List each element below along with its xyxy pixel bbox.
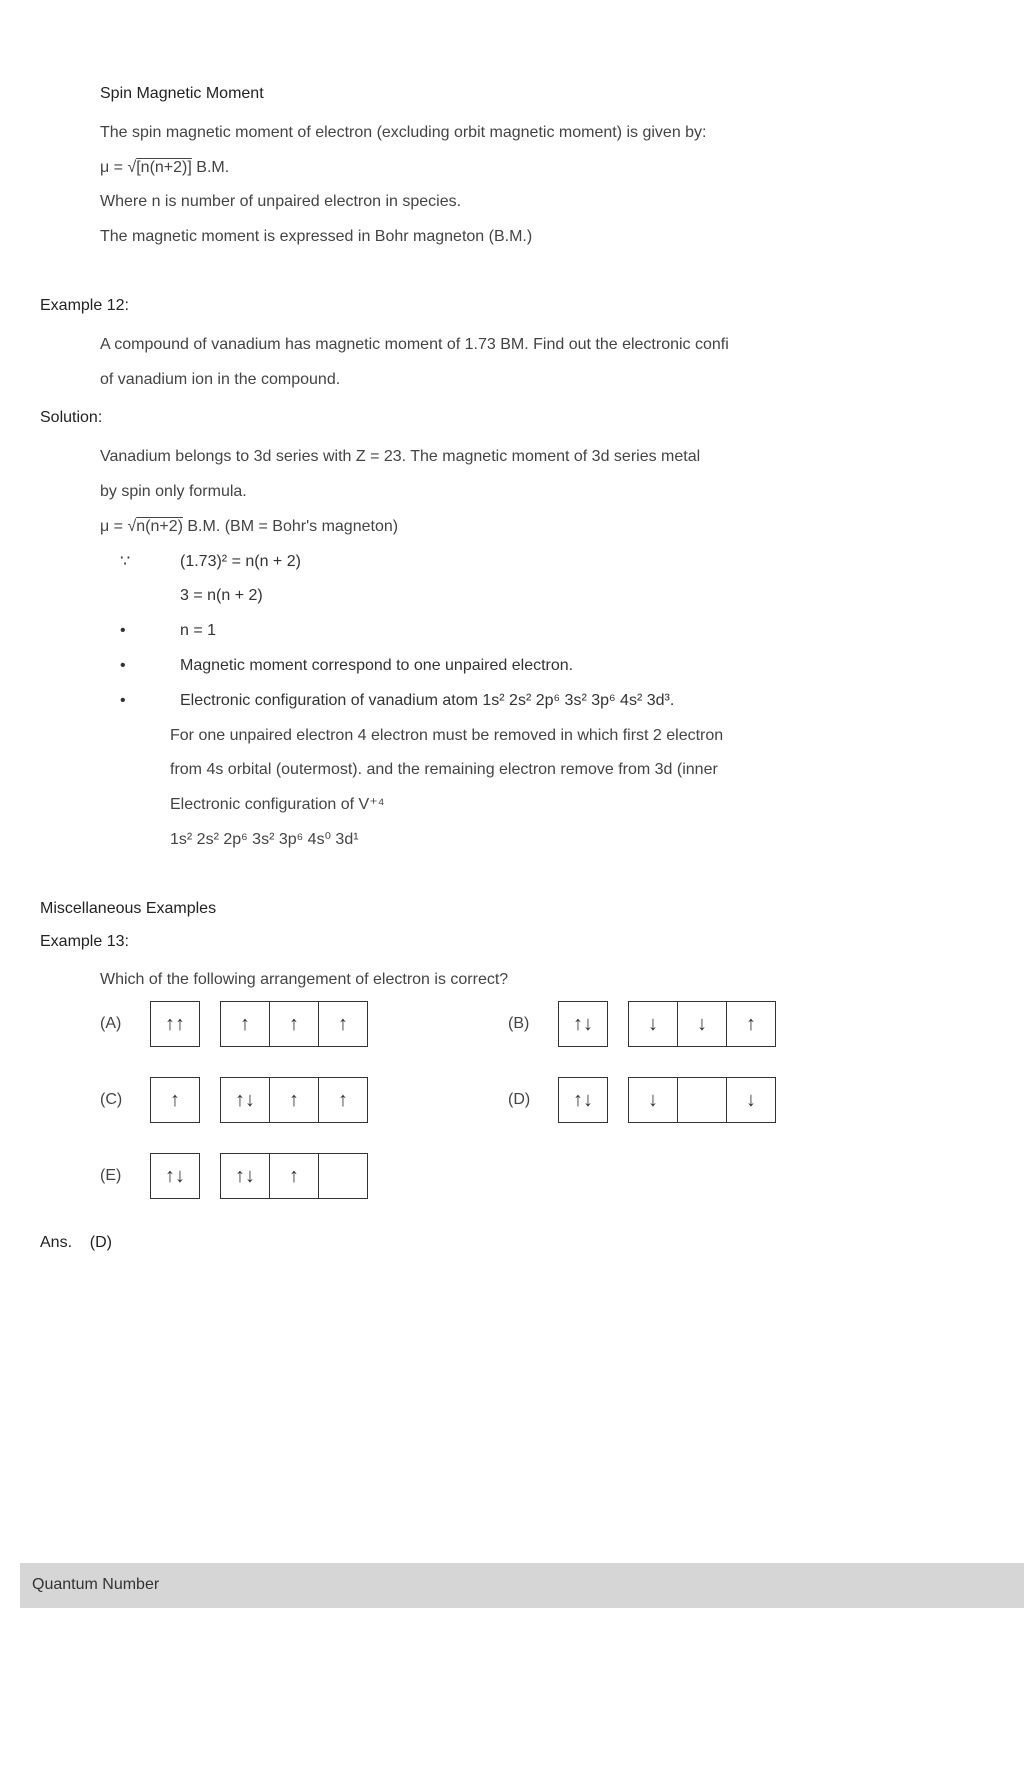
calc2: 3 = n(n + 2) xyxy=(180,582,1024,611)
misc-heading: Miscellaneous Examples xyxy=(40,895,1024,924)
example12-continuation: For one unpaired electron 4 electron mus… xyxy=(170,722,1024,855)
because-marker: ∵ xyxy=(100,548,180,577)
cell: ↓ xyxy=(678,1001,727,1047)
option-e-box1: ↑↓ xyxy=(150,1153,200,1199)
spin-intro: The spin magnetic moment of electron (ex… xyxy=(100,119,1024,148)
cell: ↓ xyxy=(628,1077,678,1123)
bullet2: Magnetic moment correspond to one unpair… xyxy=(180,652,1024,681)
ans-label: Ans. xyxy=(40,1234,72,1251)
option-c-box1: ↑ xyxy=(150,1077,200,1123)
spin-expressed: The magnetic moment is expressed in Bohr… xyxy=(100,223,1024,252)
footer-bar: Quantum Number xyxy=(20,1563,1024,1608)
example12-solution: Vanadium belongs to 3d series with Z = 2… xyxy=(100,443,1024,715)
example13-label: Example 13: xyxy=(40,928,1024,957)
spin-title: Spin Magnetic Moment xyxy=(100,80,1024,109)
option-d-box2: ↓ ↓ xyxy=(628,1077,776,1123)
option-c-label: (C) xyxy=(100,1086,130,1115)
calc1: (1.73)² = n(n + 2) xyxy=(180,548,1024,577)
option-a: (A) ↑↑ ↑ ↑ ↑ xyxy=(100,1001,368,1047)
cell: ↑ xyxy=(270,1001,319,1047)
option-row-1: (A) ↑↑ ↑ ↑ ↑ (B) ↑↓ ↓ ↓ ↑ xyxy=(100,1001,1024,1047)
option-b: (B) ↑↓ ↓ ↓ ↑ xyxy=(508,1001,776,1047)
footer-text: Quantum Number xyxy=(32,1576,159,1593)
bullet-row-2: • Magnetic moment correspond to one unpa… xyxy=(100,652,1024,681)
option-b-box2: ↓ ↓ ↑ xyxy=(628,1001,776,1047)
page: Spin Magnetic Moment The spin magnetic m… xyxy=(0,0,1024,1788)
cell: ↑ xyxy=(270,1153,319,1199)
option-b-box1: ↑↓ xyxy=(558,1001,608,1047)
cell: ↓ xyxy=(727,1077,776,1123)
formula-prefix: μ = xyxy=(100,159,127,176)
cont2: from 4s orbital (outermost). and the rem… xyxy=(170,756,1024,785)
sol-formula: μ = √n(n+2) B.M. (BM = Bohr's magneton) xyxy=(100,513,1024,542)
bullet-marker-2: • xyxy=(100,652,180,681)
cell: ↓ xyxy=(628,1001,678,1047)
cont1: For one unpaired electron 4 electron mus… xyxy=(170,722,1024,751)
option-c: (C) ↑ ↑↓ ↑ ↑ xyxy=(100,1077,368,1123)
spin-section: Spin Magnetic Moment The spin magnetic m… xyxy=(100,80,1024,252)
cell xyxy=(678,1077,727,1123)
ex12-q1: A compound of vanadium has magnetic mome… xyxy=(100,331,1024,360)
formula-radicand: [n(n+2)] xyxy=(136,159,192,176)
option-row-3: (E) ↑↓ ↑↓ ↑ xyxy=(100,1153,1024,1199)
bullet-row-1: • n = 1 xyxy=(100,617,1024,646)
bullet-marker-1: • xyxy=(100,617,180,646)
cell: ↑ xyxy=(727,1001,776,1047)
option-d-label: (D) xyxy=(508,1086,538,1115)
bullet1: n = 1 xyxy=(180,617,1024,646)
bullet-row-3: • Electronic configuration of vanadium a… xyxy=(100,687,1024,716)
calc-row-2: 3 = n(n + 2) xyxy=(100,582,1024,611)
calc-row-1: ∵ (1.73)² = n(n + 2) xyxy=(100,548,1024,577)
bullet3: Electronic configuration of vanadium ato… xyxy=(180,687,1024,716)
ans-value: (D) xyxy=(90,1234,112,1251)
bullet-marker-3: • xyxy=(100,687,180,716)
option-d: (D) ↑↓ ↓ ↓ xyxy=(508,1077,776,1123)
sol-formula-suffix: B.M. (BM = Bohr's magneton) xyxy=(183,518,398,535)
option-d-box1: ↑↓ xyxy=(558,1077,608,1123)
option-row-2: (C) ↑ ↑↓ ↑ ↑ (D) ↑↓ ↓ ↓ xyxy=(100,1077,1024,1123)
option-c-box2: ↑↓ ↑ ↑ xyxy=(220,1077,368,1123)
spin-where: Where n is number of unpaired electron i… xyxy=(100,188,1024,217)
solution-label: Solution: xyxy=(40,404,1024,433)
spin-formula: μ = √[n(n+2)] B.M. xyxy=(100,154,1024,183)
sol-l2: by spin only formula. xyxy=(100,478,1024,507)
cont3: Electronic configuration of V⁺⁴ xyxy=(170,791,1024,820)
formula-suffix: B.M. xyxy=(192,159,229,176)
empty-marker xyxy=(100,582,180,611)
example12-label: Example 12: xyxy=(40,292,1024,321)
ex12-q2: of vanadium ion in the compound. xyxy=(100,366,1024,395)
cell: ↑↓ xyxy=(220,1077,270,1123)
option-b-label: (B) xyxy=(508,1010,538,1039)
option-a-box2: ↑ ↑ ↑ xyxy=(220,1001,368,1047)
sol-l1: Vanadium belongs to 3d series with Z = 2… xyxy=(100,443,1024,472)
cell: ↑ xyxy=(319,1001,368,1047)
option-e-label: (E) xyxy=(100,1162,130,1191)
cell: ↑ xyxy=(319,1077,368,1123)
cell: ↑ xyxy=(270,1077,319,1123)
cont4: 1s² 2s² 2p⁶ 3s² 3p⁶ 4s⁰ 3d¹ xyxy=(170,826,1024,855)
option-a-label: (A) xyxy=(100,1010,130,1039)
ex13-question: Which of the following arrangement of el… xyxy=(100,966,1024,995)
cell xyxy=(319,1153,368,1199)
answer-row: Ans. (D) xyxy=(40,1229,1024,1258)
option-e: (E) ↑↓ ↑↓ ↑ xyxy=(100,1153,368,1199)
example12-question: A compound of vanadium has magnetic mome… xyxy=(100,331,1024,395)
sol-formula-radicand: n(n+2) xyxy=(136,518,183,535)
cell: ↑ xyxy=(220,1001,270,1047)
cell: ↑↓ xyxy=(220,1153,270,1199)
option-a-box1: ↑↑ xyxy=(150,1001,200,1047)
sol-formula-prefix: μ = xyxy=(100,518,127,535)
option-e-box2: ↑↓ ↑ xyxy=(220,1153,368,1199)
